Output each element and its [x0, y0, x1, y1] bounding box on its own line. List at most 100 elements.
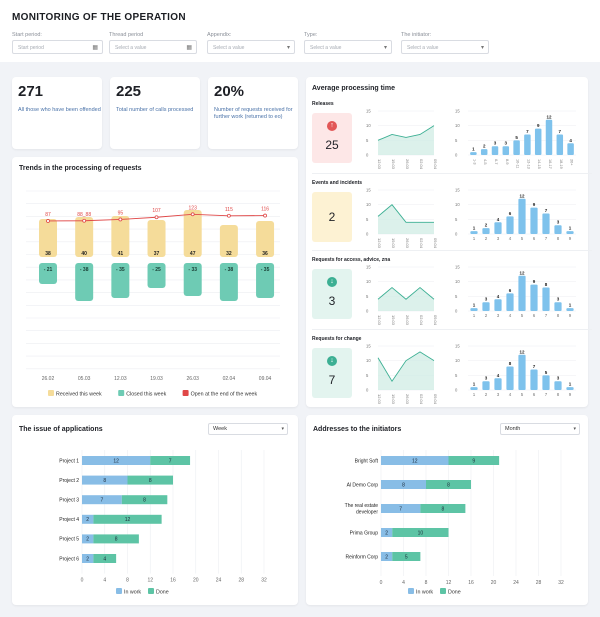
hist-bar-label: 3	[485, 297, 488, 302]
hist-bar	[554, 381, 562, 390]
x-tick-label: 18-19	[559, 159, 563, 169]
hist-bar-label: 4	[497, 294, 500, 299]
calendar-icon[interactable]: ▦	[186, 45, 192, 51]
x-tick-label: 16	[468, 580, 474, 586]
chevron-down-icon[interactable]: ▾	[281, 426, 284, 432]
hist-bar	[491, 146, 499, 155]
x-tick-label: 12	[147, 578, 153, 584]
x-tick-label: 16	[170, 578, 176, 584]
chevron-down-icon[interactable]: ▾	[480, 45, 484, 51]
type-select[interactable]: Select a value ▾	[304, 40, 392, 54]
bar-received-label: 37	[154, 251, 160, 257]
hist-bar-label: 7	[526, 129, 529, 134]
x-tick-label: 3	[497, 313, 500, 318]
x-tick-label: 26.03	[186, 376, 199, 382]
bar-closed-label: - 38	[225, 267, 234, 273]
legend-swatch	[408, 588, 414, 594]
x-tick-label: 2	[485, 236, 488, 241]
hist-bar	[506, 216, 514, 234]
category-label: The real estate	[345, 503, 379, 509]
x-tick-label: 26.03	[405, 159, 410, 170]
x-tick-label: 12-13	[526, 159, 530, 169]
initiator-placeholder: Select a value	[407, 45, 439, 51]
legend-swatch	[48, 390, 54, 396]
trends-chart: 38 - 21 87 26.02 40 - 38 88_88 05.03 41 - 35 95 12.…	[26, 190, 280, 398]
hist-bar-label: 7	[533, 364, 536, 369]
open-point	[118, 217, 123, 222]
x-tick-label: 9	[569, 392, 572, 397]
thread-period-select[interactable]: Select a value ▦	[109, 40, 197, 54]
hist-bar-label: 7	[559, 129, 562, 134]
y-tick-label: 5	[455, 294, 458, 299]
x-tick-label: 24	[513, 580, 519, 586]
bar-segment-label: 9	[472, 458, 475, 464]
hist-bar-label: 1	[473, 226, 476, 231]
filter-type-label: Type:	[304, 32, 318, 38]
bar-segment	[82, 495, 122, 505]
hist-bar-label: 4	[569, 138, 572, 143]
line-series	[377, 286, 435, 300]
section-title: Requests for change	[312, 336, 362, 342]
period-select-value: Week	[213, 426, 227, 432]
bar-segment	[426, 480, 471, 489]
start-period-input[interactable]: Start period ▦	[12, 40, 103, 54]
hist-bar	[470, 308, 478, 311]
x-tick-label: 3	[497, 236, 500, 241]
kpi-card-processed: 225 Total number of calls processed	[110, 77, 200, 149]
line-area	[378, 351, 434, 390]
line-series	[377, 204, 434, 223]
period-select[interactable]: Month ▾	[500, 423, 580, 435]
badge-value: 7	[328, 373, 336, 387]
x-tick-label: 2	[485, 392, 488, 397]
hist-bar	[554, 225, 562, 234]
y-tick-label: 5	[455, 138, 458, 143]
hist-bar	[530, 207, 538, 234]
x-tick-label: 12	[446, 580, 452, 586]
y-tick-label: 0	[455, 388, 458, 393]
bar-closed	[111, 263, 130, 298]
hist-bar	[470, 152, 477, 155]
x-tick-label: 10-11	[516, 159, 520, 168]
hist-bar-label: 12	[519, 270, 525, 275]
hist-bar-label: 5	[515, 135, 518, 140]
bar-segment	[93, 554, 117, 563]
x-tick-label: 8	[425, 580, 428, 586]
x-tick-label: 09.04	[433, 315, 438, 326]
initiators-title: Addresses to the initiators	[313, 426, 402, 433]
open-point	[263, 213, 267, 218]
chevron-down-icon[interactable]: ▾	[383, 45, 387, 51]
legend-label: In work	[124, 589, 141, 595]
x-tick-label: 5	[521, 236, 524, 241]
bar-segment-label: 7	[399, 506, 402, 512]
legend-label: Done	[448, 589, 461, 595]
y-tick-label: 0	[455, 309, 458, 314]
x-tick-label: 02.04	[419, 394, 424, 405]
trends-title: Trends in the processing of requests	[19, 165, 142, 172]
x-tick-label: 20+	[570, 159, 574, 166]
divider	[312, 173, 592, 174]
thread-period-placeholder: Select a value	[115, 45, 147, 51]
x-tick-label: 12.03	[377, 315, 382, 326]
line-area	[378, 204, 434, 234]
bar-closed-label: - 35	[116, 267, 125, 273]
appendix-select[interactable]: Select a value ▾	[207, 40, 295, 54]
bar-segment-label: 12	[412, 458, 418, 464]
bar-segment	[381, 456, 449, 465]
chevron-down-icon[interactable]: ▾	[573, 426, 576, 432]
period-select[interactable]: Week ▾	[208, 423, 288, 435]
calendar-icon[interactable]: ▦	[92, 45, 98, 51]
bar-segment-label: 2	[385, 530, 388, 536]
hist-bar	[502, 146, 510, 155]
chevron-down-icon[interactable]: ▾	[286, 45, 290, 51]
hist-bar-label: 3	[494, 141, 497, 146]
bar-closed	[147, 263, 166, 288]
avg-time-card: Average processing time Releases ↑ 25 Ev…	[306, 77, 592, 407]
hist-bar	[542, 287, 550, 311]
legend-label: Done	[156, 589, 169, 595]
bar-segment	[381, 528, 393, 537]
legend-swatch	[440, 588, 446, 594]
x-tick-label: 32	[261, 578, 267, 584]
initiator-select[interactable]: Select a value ▾	[401, 40, 489, 54]
